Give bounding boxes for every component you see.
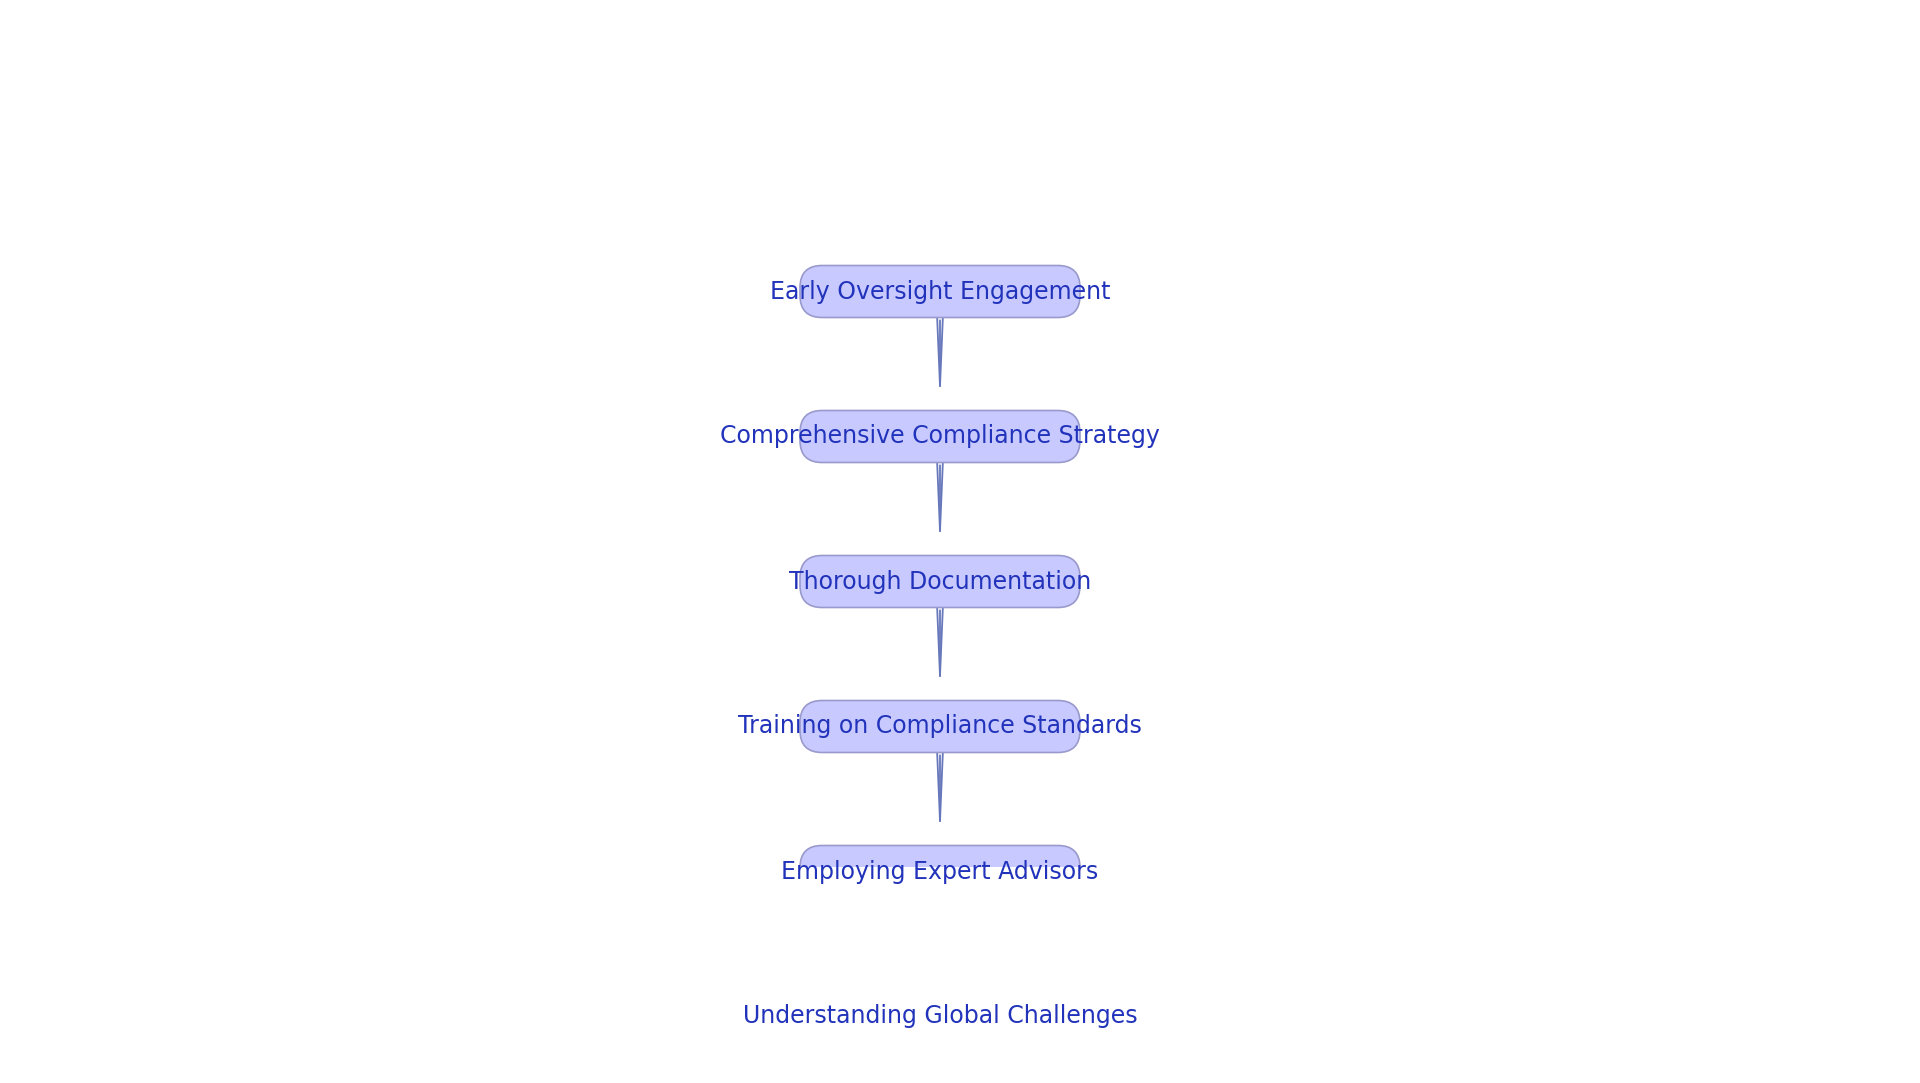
- FancyBboxPatch shape: [801, 265, 1079, 317]
- Text: Employing Expert Advisors: Employing Expert Advisors: [781, 860, 1098, 884]
- FancyBboxPatch shape: [801, 846, 1079, 898]
- Text: Understanding Global Challenges: Understanding Global Challenges: [743, 1005, 1137, 1029]
- FancyBboxPatch shape: [801, 410, 1079, 462]
- Text: Comprehensive Compliance Strategy: Comprehensive Compliance Strategy: [720, 425, 1160, 448]
- FancyBboxPatch shape: [801, 991, 1079, 1043]
- Text: Thorough Documentation: Thorough Documentation: [789, 570, 1091, 593]
- FancyBboxPatch shape: [801, 701, 1079, 753]
- Text: Training on Compliance Standards: Training on Compliance Standards: [737, 715, 1142, 739]
- FancyBboxPatch shape: [801, 556, 1079, 608]
- Text: Early Oversight Engagement: Early Oversight Engagement: [770, 279, 1110, 303]
